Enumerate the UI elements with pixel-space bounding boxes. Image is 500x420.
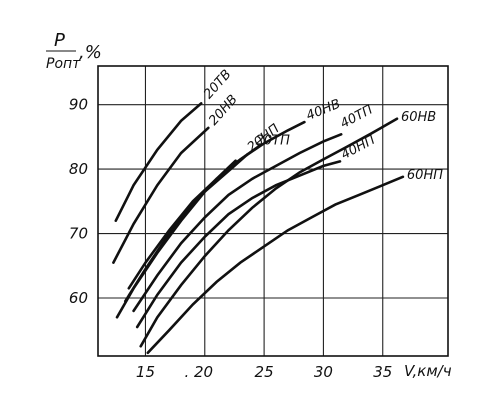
curve-label-40НП: 40НП <box>339 133 378 163</box>
plot-frame <box>97 65 449 357</box>
y-tick-label-90: 90 <box>69 96 88 114</box>
x-tick-label-25: 25 <box>255 363 274 381</box>
curve-label-20ТП: 20ТП <box>256 134 290 149</box>
x-tick-label-15: 15 <box>136 363 155 381</box>
y-axis-label-unit: ,% <box>79 42 102 63</box>
y-tick-label-70: 70 <box>69 225 88 243</box>
x-tick-label-20: . 20 <box>184 363 213 381</box>
curve-40ТП <box>132 133 343 313</box>
x-tick-label-35: 35 <box>373 363 392 381</box>
y-axis-label-denominator: Pопт <box>46 56 81 72</box>
x-axis-label: V,км/ч <box>404 362 452 380</box>
curve-label-60НП: 60НП <box>407 168 443 183</box>
curve-40НВ <box>127 120 306 290</box>
curve-label-60НВ: 60НВ <box>401 110 436 125</box>
curve-label-40ТП: 40ТП <box>338 102 375 131</box>
x-tick-label-30: 30 <box>314 363 333 381</box>
curve-20НВ <box>112 126 210 264</box>
curve-20ТВ <box>114 102 203 222</box>
curves <box>112 102 405 355</box>
curve-60НП <box>146 175 405 355</box>
grid <box>98 66 448 356</box>
curve-60НВ <box>139 117 399 348</box>
curve-40НП <box>135 160 342 329</box>
y-axis-label: P Pопт ,% <box>46 30 102 72</box>
tick-labels: 15 . 20 25 30 35 60 70 80 90 <box>69 96 392 381</box>
leader-20ТП <box>231 144 260 166</box>
y-tick-label-60: 60 <box>69 289 88 307</box>
y-axis-label-numerator: P <box>54 30 65 51</box>
y-tick-label-80: 80 <box>69 160 88 178</box>
